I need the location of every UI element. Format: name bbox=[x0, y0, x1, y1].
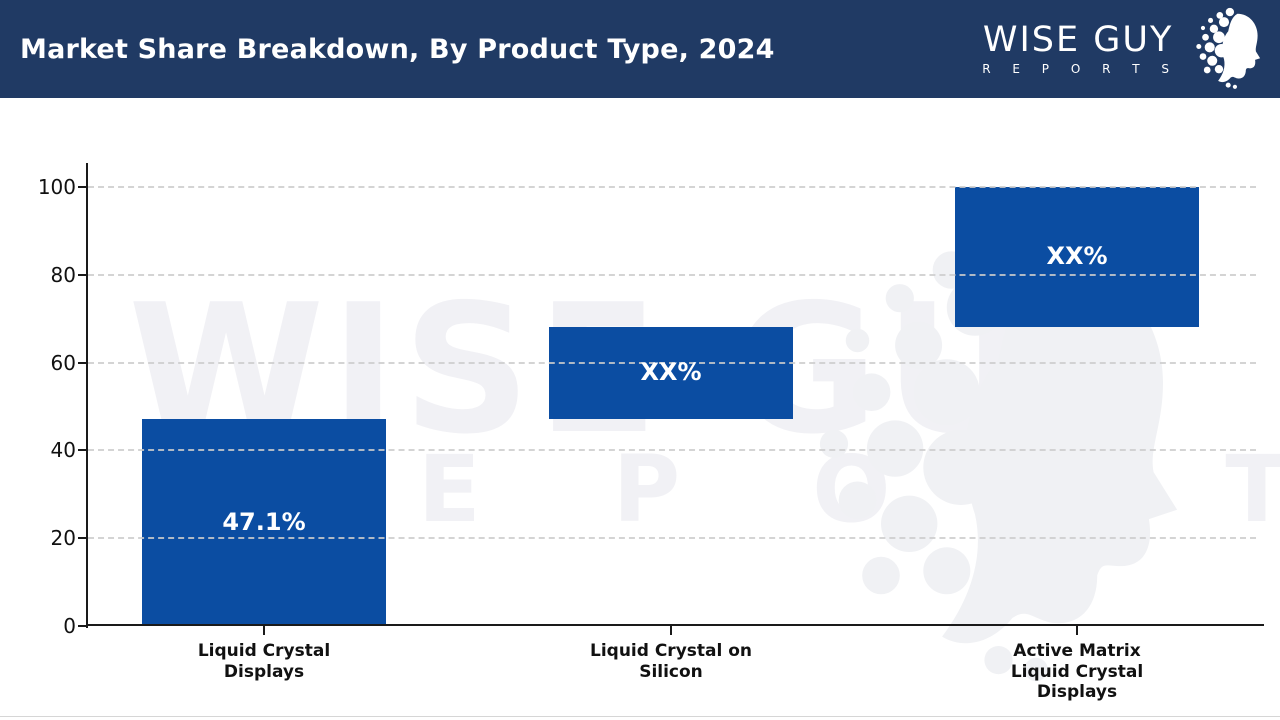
wiseguy-logo: WISE GUY R E P O R T S bbox=[978, 7, 1266, 91]
x-tick-mark bbox=[1076, 626, 1078, 635]
gridline bbox=[88, 361, 1256, 364]
gridline bbox=[88, 449, 1256, 452]
bar-segment bbox=[549, 327, 793, 420]
x-tick-mark bbox=[670, 626, 672, 635]
gridline bbox=[88, 186, 1256, 188]
bottom-divider bbox=[0, 716, 1280, 717]
y-tick-mark bbox=[78, 449, 86, 452]
gridline bbox=[88, 273, 1256, 276]
y-tick-mark bbox=[78, 273, 86, 276]
bar-value-label: 47.1% bbox=[222, 507, 306, 536]
y-tick-label: 0 bbox=[63, 614, 76, 638]
y-tick-label: 20 bbox=[50, 526, 76, 551]
header-bar: Market Share Breakdown, By Product Type,… bbox=[0, 0, 1280, 98]
logo-head-icon bbox=[1196, 7, 1261, 89]
bar-segment bbox=[955, 187, 1199, 328]
gridline bbox=[88, 537, 1256, 540]
y-tick-mark bbox=[78, 361, 86, 364]
y-tick-mark bbox=[78, 186, 86, 188]
logo-wordmark-line1: WISE GUY bbox=[982, 19, 1174, 60]
chart-title: Market Share Breakdown, By Product Type,… bbox=[20, 33, 775, 65]
bar-segment bbox=[142, 419, 386, 626]
y-tick-mark bbox=[78, 537, 86, 540]
x-category-label: Liquid Crystal on Silicon bbox=[589, 641, 753, 682]
y-tick-label: 100 bbox=[37, 175, 76, 199]
x-tick-mark bbox=[263, 626, 265, 635]
y-tick-label: 40 bbox=[50, 438, 76, 463]
x-axis-spine bbox=[86, 624, 1264, 626]
y-tick-label: 80 bbox=[50, 262, 76, 287]
chart-area: WISE GUY R E P O R T S 02040608010047.1%… bbox=[0, 98, 1280, 720]
x-category-label: Active Matrix Liquid Crystal Displays bbox=[1010, 641, 1144, 703]
bar-value-label: XX% bbox=[1046, 242, 1108, 271]
x-category-label: Liquid Crystal Displays bbox=[197, 641, 331, 682]
logo-wordmark-line2: R E P O R T S bbox=[982, 61, 1178, 76]
y-axis-spine bbox=[86, 163, 88, 628]
bar-value-label: XX% bbox=[640, 358, 702, 387]
logo-wordmark: WISE GUY R E P O R T S bbox=[978, 19, 1178, 76]
y-tick-mark bbox=[78, 625, 86, 627]
y-tick-label: 60 bbox=[50, 350, 76, 375]
